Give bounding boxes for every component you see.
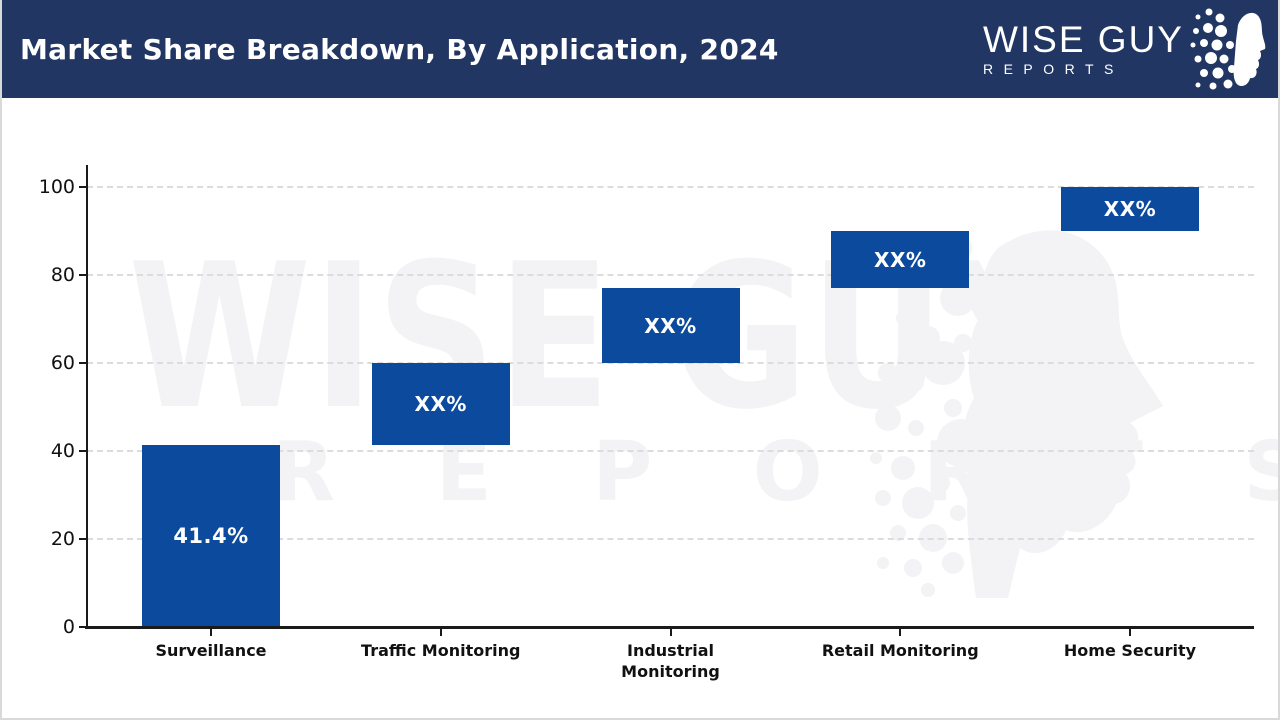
y-tick-label: 20: [50, 528, 75, 550]
y-tick-label: 40: [50, 440, 75, 462]
x-tick-mark: [669, 629, 672, 636]
y-tick-label: 80: [50, 264, 75, 286]
y-tick-mark: [79, 274, 87, 276]
x-tick-mark: [899, 629, 902, 636]
y-tick-mark: [79, 626, 87, 628]
x-label-traffic-monitoring: Traffic Monitoring: [361, 641, 521, 660]
y-tick-label: 100: [38, 176, 75, 198]
gridline-60: [87, 362, 1254, 364]
bar-home-security: XX%: [1061, 187, 1199, 231]
y-tick-mark: [79, 450, 87, 452]
bar-value-label: 41.4%: [173, 523, 249, 548]
x-label-home-security: Home Security: [1063, 641, 1197, 660]
brand-logo: WISE GUY REPORTS: [983, 7, 1280, 91]
x-tick-mark: [439, 629, 442, 636]
gridline-40: [87, 450, 1254, 452]
logo-subtext: REPORTS: [982, 61, 1124, 77]
bar-traffic-monitoring: XX%: [371, 363, 510, 445]
x-label-industrial-monitoring: Industrial Monitoring: [621, 641, 720, 681]
header-bar: Market Share Breakdown, By Application, …: [0, 0, 1280, 98]
page-title: Market Share Breakdown, By Application, …: [20, 32, 779, 66]
bar-value-label: XX%: [414, 391, 467, 416]
gridline-100: [87, 186, 1254, 188]
bar-industrial-monitoring: XX%: [601, 288, 740, 363]
x-axis-line: [85, 626, 1254, 629]
dotted-head-icon: [1190, 8, 1266, 90]
y-tick-label: 60: [50, 352, 75, 374]
gridline-20: [87, 538, 1254, 540]
x-tick-mark: [210, 629, 212, 636]
y-tick-mark: [79, 362, 87, 364]
bar-surveillance: 41.4%: [142, 444, 280, 627]
bar-value-label: XX%: [644, 313, 697, 338]
logo-wordmark: WISE GUY: [982, 19, 1184, 60]
y-tick-label: 0: [62, 616, 75, 638]
gridline-80: [87, 274, 1254, 276]
logo-text: WISE GUY REPORTS: [982, 19, 1184, 78]
y-tick-mark: [79, 186, 87, 188]
x-tick-mark: [1129, 629, 1131, 636]
x-label-surveillance: Surveillance: [155, 641, 267, 660]
y-tick-mark: [79, 538, 87, 540]
bar-value-label: XX%: [874, 247, 927, 272]
y-axis-line: [86, 165, 88, 628]
bar-value-label: XX%: [1103, 197, 1157, 221]
x-label-retail-monitoring: Retail Monitoring: [821, 641, 979, 660]
bar-retail-monitoring: XX%: [831, 231, 970, 289]
